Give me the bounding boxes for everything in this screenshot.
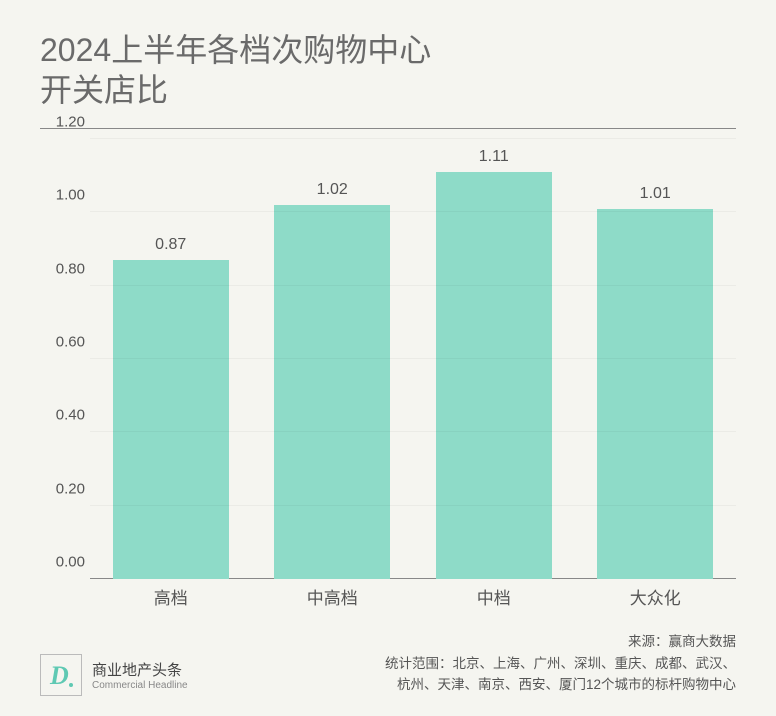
- svg-text:D: D: [49, 661, 69, 690]
- bar-value-label: 1.01: [597, 185, 713, 203]
- gridline: [90, 285, 736, 286]
- bar: 1.01: [597, 209, 713, 580]
- bar-value-label: 0.87: [113, 236, 229, 254]
- bar-slot: 1.02中高档: [252, 139, 414, 579]
- source-line-2: 统计范围：北京、上海、广州、深圳、重庆、成都、武汉、: [385, 653, 736, 675]
- x-tick-label: 中高档: [252, 584, 414, 609]
- x-tick-label: 高档: [90, 584, 252, 609]
- bar-slot: 1.01大众化: [575, 139, 737, 579]
- x-tick-label: 大众化: [575, 584, 737, 609]
- chart-container: 2024上半年各档次购物中心 开关店比 0.87高档1.02中高档1.11中档1…: [0, 0, 776, 716]
- bars-group: 0.87高档1.02中高档1.11中档1.01大众化: [90, 139, 736, 579]
- source-block: 来源：赢商大数据 统计范围：北京、上海、广州、深圳、重庆、成都、武汉、 杭州、天…: [385, 631, 736, 696]
- bar-value-label: 1.02: [274, 181, 390, 199]
- y-tick-label: 0.60: [40, 334, 85, 351]
- y-tick-label: 1.20: [40, 114, 85, 131]
- y-tick-label: 1.00: [40, 187, 85, 204]
- brand-logo-icon: D: [40, 654, 82, 696]
- gridline: [90, 358, 736, 359]
- title-line-2: 开关店比: [40, 72, 168, 108]
- gridline: [90, 138, 736, 139]
- y-tick-label: 0.80: [40, 260, 85, 277]
- bar: 0.87: [113, 260, 229, 579]
- chart-area: 0.87高档1.02中高档1.11中档1.01大众化 0.000.200.400…: [40, 128, 736, 619]
- gridline: [90, 211, 736, 212]
- gridline: [90, 505, 736, 506]
- y-tick-label: 0.40: [40, 407, 85, 424]
- bar-value-label: 1.11: [436, 148, 552, 166]
- source-line-1: 来源：赢商大数据: [385, 631, 736, 653]
- brand-name-cn: 商业地产头条: [92, 659, 188, 680]
- y-tick-label: 0.20: [40, 480, 85, 497]
- bar-slot: 0.87高档: [90, 139, 252, 579]
- bar: 1.11: [436, 172, 552, 579]
- x-tick-label: 中档: [413, 584, 575, 609]
- brand-name-en: Commercial Headline: [92, 680, 188, 691]
- bar-slot: 1.11中档: [413, 139, 575, 579]
- footer: D 商业地产头条 Commercial Headline 来源：赢商大数据 统计…: [40, 619, 736, 696]
- y-tick-label: 0.00: [40, 554, 85, 571]
- gridline: [90, 431, 736, 432]
- title-line-1: 2024上半年各档次购物中心: [40, 32, 431, 68]
- bar: 1.02: [274, 205, 390, 579]
- plot-region: 0.87高档1.02中高档1.11中档1.01大众化 0.000.200.400…: [90, 139, 736, 579]
- brand-text: 商业地产头条 Commercial Headline: [92, 659, 188, 691]
- logo-block: D 商业地产头条 Commercial Headline: [40, 654, 188, 696]
- source-line-3: 杭州、天津、南京、西安、厦门12个城市的标杆购物中心: [385, 674, 736, 696]
- chart-title: 2024上半年各档次购物中心 开关店比: [40, 30, 736, 110]
